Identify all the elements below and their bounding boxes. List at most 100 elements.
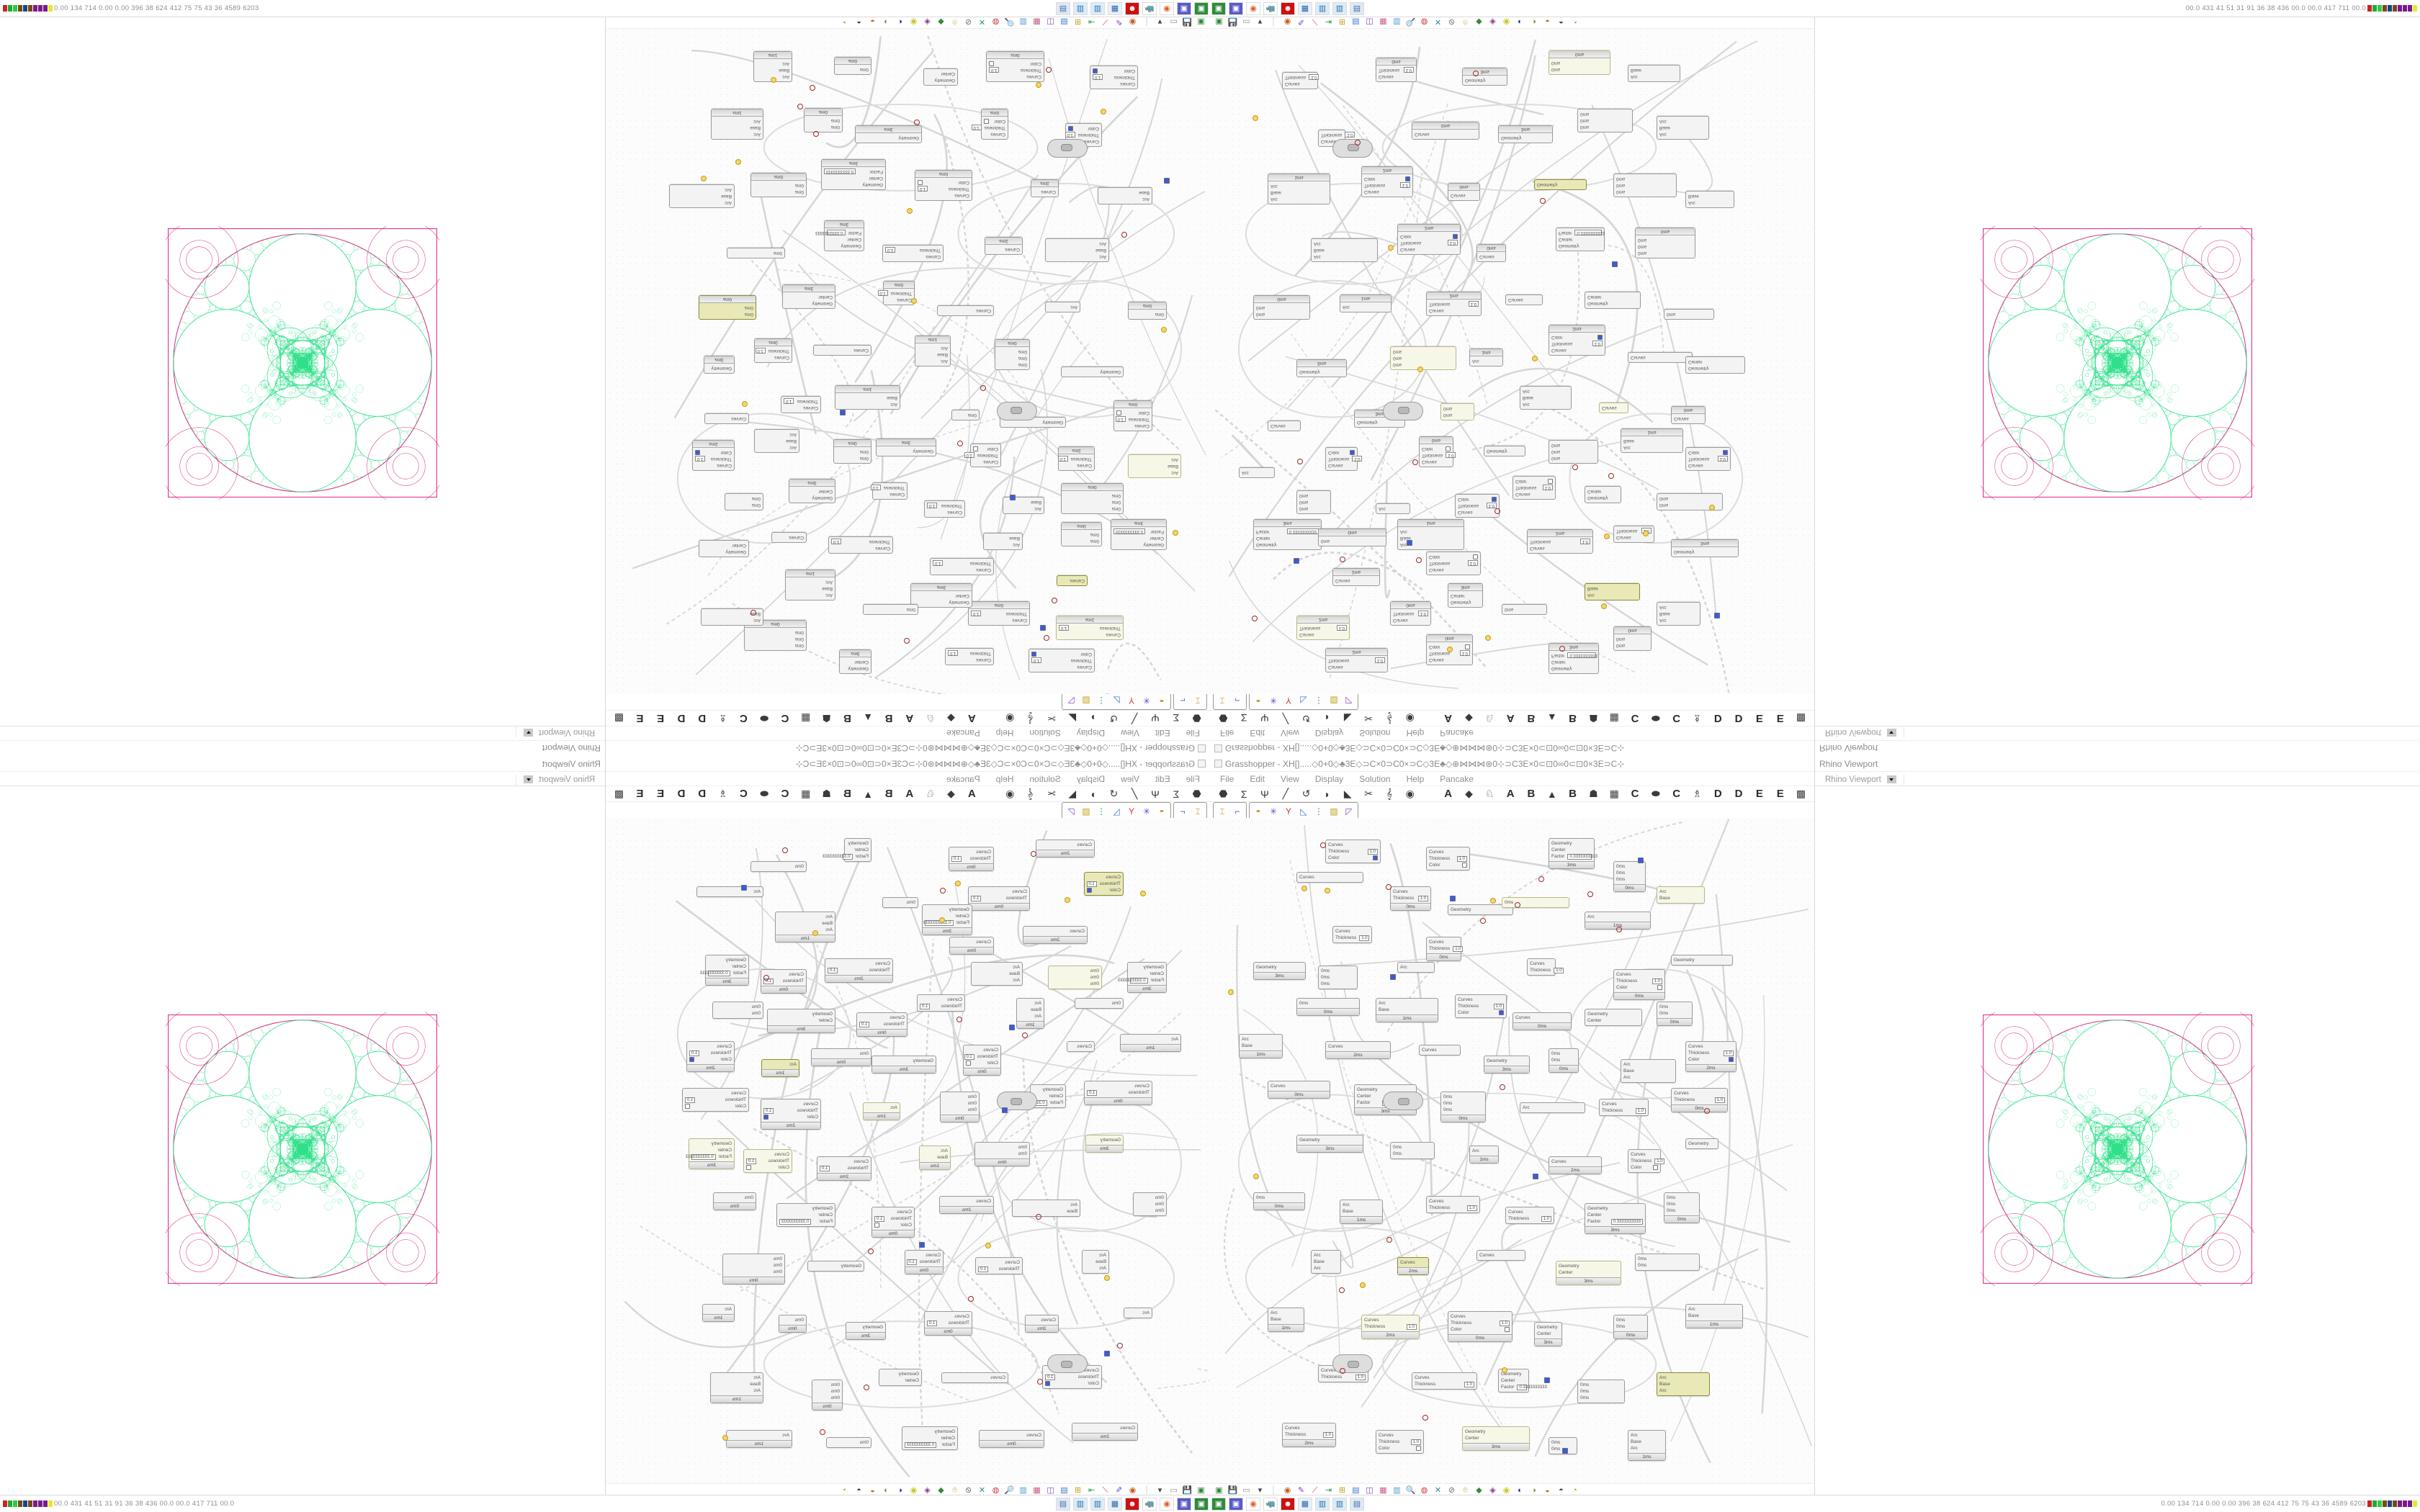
params-icon[interactable]: ⬣ bbox=[1192, 713, 1201, 724]
node-param-value[interactable]: 1.0 bbox=[1486, 503, 1497, 509]
node-curves-1[interactable]: Curves Thickness 1.0 2ms bbox=[1527, 529, 1593, 554]
node-curves-1[interactable]: Curves bbox=[1057, 575, 1088, 586]
node-sums[interactable]: 0ms 0ms 0ms 0ms bbox=[995, 339, 1030, 370]
gallery-component-icon[interactable]: ◸ bbox=[1067, 696, 1075, 706]
bug-icon[interactable]: ☗ bbox=[822, 713, 831, 724]
gallery-component-icon[interactable]: ⌐ bbox=[1180, 696, 1186, 706]
node-arc[interactable]: Arc bbox=[1045, 302, 1080, 312]
gallery-component-icon[interactable]: Y bbox=[1285, 696, 1291, 706]
gallery-component-icon[interactable]: ✳ bbox=[1142, 696, 1151, 706]
node-sums[interactable]: 0ms bbox=[727, 248, 785, 258]
node-scale[interactable]: Geometry Center bbox=[923, 68, 958, 86]
toggle-pip-icon[interactable] bbox=[839, 410, 846, 416]
tab-b2[interactable]: B bbox=[1569, 712, 1577, 724]
node-curves-1[interactable]: Curves Thickness 1.0 bbox=[781, 396, 821, 413]
node-sums[interactable]: 0ms 0ms 0ms bbox=[750, 173, 807, 197]
bug-icon[interactable]: ☗ bbox=[1589, 713, 1598, 724]
chevron-down-icon[interactable] bbox=[524, 729, 534, 737]
sets-icon[interactable]: Ψ bbox=[1260, 712, 1269, 724]
node-param-value[interactable]: 1.0 bbox=[927, 503, 938, 509]
node-curves-1[interactable]: Curves Thickness 1.0 2ms bbox=[1056, 616, 1124, 640]
mountain-icon[interactable]: ▲ bbox=[1546, 712, 1557, 724]
node-curves-2[interactable]: Curves Thickness 1.0 Color 0ms bbox=[1419, 436, 1456, 467]
rhino-viewport[interactable] bbox=[0, 0, 605, 726]
matrix-icon[interactable]: ▩ bbox=[614, 713, 624, 724]
gallery-component-icon[interactable]: ⋮ bbox=[1097, 696, 1106, 706]
node-sums[interactable]: 0ms 0ms 0ms bbox=[833, 439, 871, 464]
node-param-value[interactable]: 1.0 bbox=[933, 560, 944, 567]
node-curves-2[interactable]: Curves Thickness 1.0 Color bbox=[1512, 476, 1556, 500]
node-arc[interactable]: Arc Base Arc 1ms bbox=[785, 570, 835, 600]
error-pip-icon[interactable] bbox=[809, 85, 815, 91]
tab-a1[interactable]: A bbox=[967, 712, 976, 724]
node-toggle-pill[interactable] bbox=[1047, 139, 1088, 158]
node-param-value[interactable]: 1.0 bbox=[1542, 485, 1553, 491]
warning-pip-icon[interactable] bbox=[1100, 109, 1106, 115]
node-param-value[interactable]: 1.0 bbox=[971, 611, 982, 617]
vector-icon[interactable]: ╱ bbox=[1131, 713, 1138, 724]
gallery-component-icon[interactable]: ◸ bbox=[1345, 696, 1353, 706]
tab-rhino-viewport[interactable]: Rhino Viewport bbox=[516, 726, 599, 738]
color-swatch[interactable] bbox=[1446, 446, 1451, 451]
maths-icon[interactable]: Σ bbox=[1173, 712, 1180, 724]
node-scale[interactable]: Geometry Center 3ms bbox=[1448, 583, 1483, 608]
node-arc[interactable]: Arc Base Arc bbox=[1045, 238, 1109, 262]
node-param-value[interactable]: 1.0 bbox=[989, 67, 1000, 73]
egg-icon[interactable]: ⬬ bbox=[1651, 713, 1660, 724]
transform-icon[interactable]: 𝄞 bbox=[1386, 713, 1393, 724]
gallery-component-icon[interactable]: ◓ bbox=[1255, 696, 1261, 706]
node-param-value[interactable]: 1.0 bbox=[1374, 657, 1385, 664]
tab-b1[interactable]: B bbox=[1527, 712, 1536, 724]
node-param-value[interactable]: 1.0 bbox=[784, 398, 794, 405]
leaf-icon[interactable]: ◆ bbox=[1465, 713, 1473, 724]
node-curves-1[interactable]: Curves Thickness 1.0 2ms bbox=[1325, 648, 1388, 672]
node-curves-2[interactable]: Curves Thickness 1.0 Color 0ms bbox=[1113, 400, 1152, 431]
tab-e1[interactable]: E bbox=[657, 712, 665, 724]
node-arc[interactable]: Arc Base Arc bbox=[1128, 454, 1181, 478]
gallery-component-icon[interactable]: ◺ bbox=[1113, 696, 1120, 706]
node-scale[interactable]: Geometry Center 3ms bbox=[782, 284, 835, 309]
node-param-value[interactable]: 1.0 bbox=[1093, 74, 1103, 81]
node-curves-2[interactable]: Curves bbox=[704, 413, 749, 424]
color-swatch[interactable] bbox=[1068, 126, 1073, 131]
color-swatch[interactable] bbox=[1093, 68, 1098, 73]
node-param-value[interactable]: 1.0 bbox=[1057, 456, 1068, 462]
display-icon[interactable]: ◉ bbox=[1005, 713, 1015, 724]
node-param-value[interactable]: 1.0 bbox=[918, 186, 928, 192]
node-curves-1[interactable]: Curves Thickness 1.0 Color bbox=[1685, 447, 1731, 471]
grid-icon[interactable]: ▦ bbox=[801, 713, 811, 724]
error-pip-icon[interactable] bbox=[797, 104, 803, 110]
node-arc[interactable]: Arc Base bbox=[1098, 187, 1152, 204]
gh-canvas[interactable]: Curves Thickness 1.0 Color Curves Thickness 1.… bbox=[606, 29, 1210, 694]
node-curves-2[interactable]: Curves Thickness 1.0 Color bbox=[964, 444, 1001, 467]
tab-c2[interactable]: C bbox=[1672, 712, 1681, 724]
node-scale[interactable]: Geometry 3ms bbox=[855, 125, 922, 143]
tab-b1[interactable]: B bbox=[884, 712, 893, 724]
node-arc[interactable]: Arc bbox=[1239, 467, 1275, 478]
node-curves-2[interactable]: Curves Thickness 1.0 Color 0ms bbox=[986, 51, 1044, 82]
gallery-component-icon[interactable]: ⋮ bbox=[1314, 696, 1323, 706]
node-scale[interactable]: Geometry Center Factor 0.3333333333 3ms bbox=[1111, 519, 1167, 550]
curve-icon[interactable]: ↺ bbox=[1109, 713, 1119, 724]
node-param-value[interactable]: 1.0 bbox=[1059, 625, 1070, 631]
node-curves-2[interactable]: Curves Thickness 1.0 0ms bbox=[877, 281, 915, 305]
sheep-icon[interactable]: ♘ bbox=[926, 713, 935, 724]
transform-icon[interactable]: 𝄞 bbox=[1027, 713, 1034, 724]
egg-icon[interactable]: ⬬ bbox=[760, 713, 769, 724]
menu-item-pancake[interactable]: Pancake bbox=[1440, 728, 1474, 739]
color-swatch[interactable] bbox=[695, 450, 700, 455]
color-swatch[interactable] bbox=[989, 61, 994, 66]
node-param-value[interactable]: 1.0 bbox=[1417, 611, 1428, 617]
node-arc[interactable]: Arc Base bbox=[1003, 497, 1044, 514]
node-scale[interactable]: Geometry Center Factor 0.3333333333 3ms bbox=[815, 220, 864, 251]
node-sums[interactable]: 0ms bbox=[863, 604, 918, 615]
node-sums[interactable]: 0ms 0ms bbox=[725, 493, 763, 510]
node-param-value[interactable]: 1.0 bbox=[885, 247, 896, 253]
node-scale[interactable]: Geometry Center bbox=[1585, 486, 1621, 503]
node-curves-1[interactable]: Curves Thickness 1.0 2ms bbox=[1296, 616, 1350, 640]
display-icon[interactable]: ◉ bbox=[1405, 713, 1415, 724]
node-scale[interactable]: Geometry bbox=[1484, 446, 1525, 456]
